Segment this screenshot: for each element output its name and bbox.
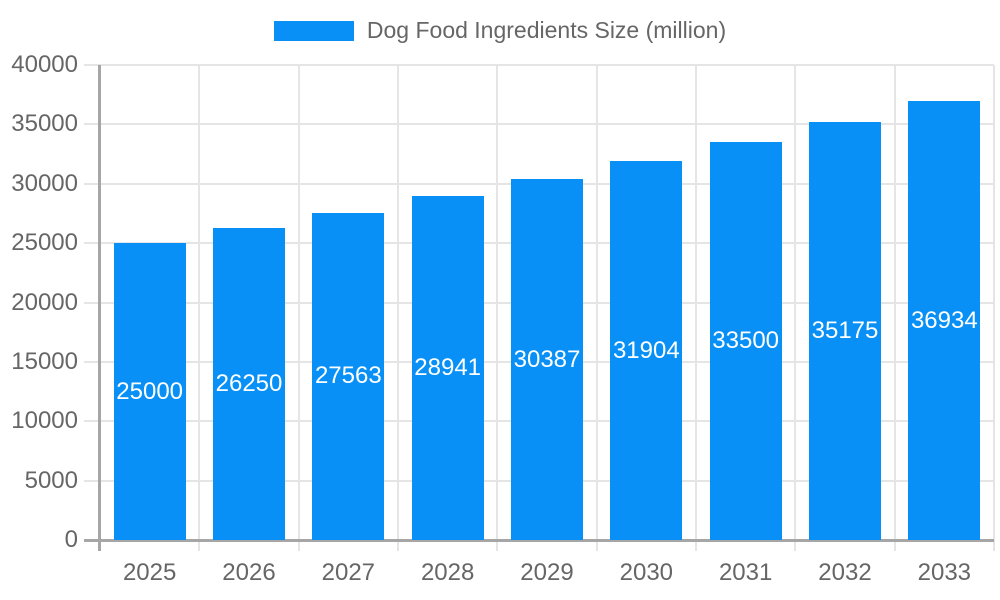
x-gridline (595, 65, 598, 551)
y-axis-tick-label: 0 (64, 526, 78, 553)
bar-2031 (709, 142, 782, 540)
bar-2029 (511, 179, 583, 540)
y-axis-tick-label: 20000 (11, 288, 78, 316)
x-axis-line (84, 539, 994, 542)
y-gridline (84, 64, 994, 66)
bar-value-label: 27563 (314, 362, 382, 390)
x-axis-tick-label: 2032 (818, 559, 872, 586)
y-axis-tick-label: 15000 (11, 347, 78, 375)
y-axis-tick-label: 35000 (11, 110, 78, 138)
x-gridline (496, 65, 499, 551)
bar-value-label: 31904 (612, 336, 680, 364)
x-axis-tick-label: 2029 (520, 559, 574, 586)
bar-value-label: 35175 (811, 317, 879, 345)
y-axis-tick-label: 5000 (24, 466, 78, 494)
y-axis-tick-label: 30000 (11, 169, 78, 197)
bar-2026 (213, 228, 285, 540)
x-axis-tick-label: 2026 (222, 559, 276, 586)
x-gridline (893, 65, 896, 551)
x-gridline (794, 65, 797, 551)
bar-value-label: 33500 (712, 327, 780, 355)
x-axis-tick-label: 2025 (122, 559, 177, 586)
bar-2027 (312, 212, 385, 540)
bar-2030 (610, 161, 683, 540)
x-gridline (695, 65, 697, 551)
legend-label: Dog Food Ingredients Size (million) (366, 17, 727, 43)
bar-value-label: 26250 (215, 370, 283, 398)
bar-2033 (908, 101, 981, 540)
x-axis-tick-label: 2027 (321, 559, 376, 586)
bar-value-label: 30387 (513, 345, 581, 373)
chart-legend-item[interactable]: Dog Food Ingredients Size (million) (0, 17, 1000, 45)
x-axis-tick-label: 2028 (420, 559, 475, 586)
bar-2025 (113, 243, 186, 540)
y-axis-tick-label: 40000 (11, 51, 78, 78)
bar-2032 (809, 122, 881, 540)
x-gridline (397, 65, 399, 551)
bar-value-label: 28941 (414, 354, 482, 382)
y-axis-line (98, 65, 101, 551)
bar-value-label: 36934 (910, 306, 978, 334)
x-axis-tick-label: 2033 (917, 559, 972, 586)
x-axis-tick-label: 2031 (718, 559, 773, 586)
bar-value-label: 25000 (116, 377, 184, 405)
x-axis-tick-label: 2030 (619, 559, 674, 586)
legend-swatch (273, 20, 354, 41)
x-gridline (993, 65, 995, 551)
y-axis-tick-label: 25000 (11, 229, 78, 257)
y-axis-tick-label: 10000 (11, 407, 78, 435)
bar-2028 (411, 196, 484, 540)
x-gridline (297, 65, 300, 551)
y-gridline (84, 123, 994, 126)
x-gridline (198, 65, 201, 551)
